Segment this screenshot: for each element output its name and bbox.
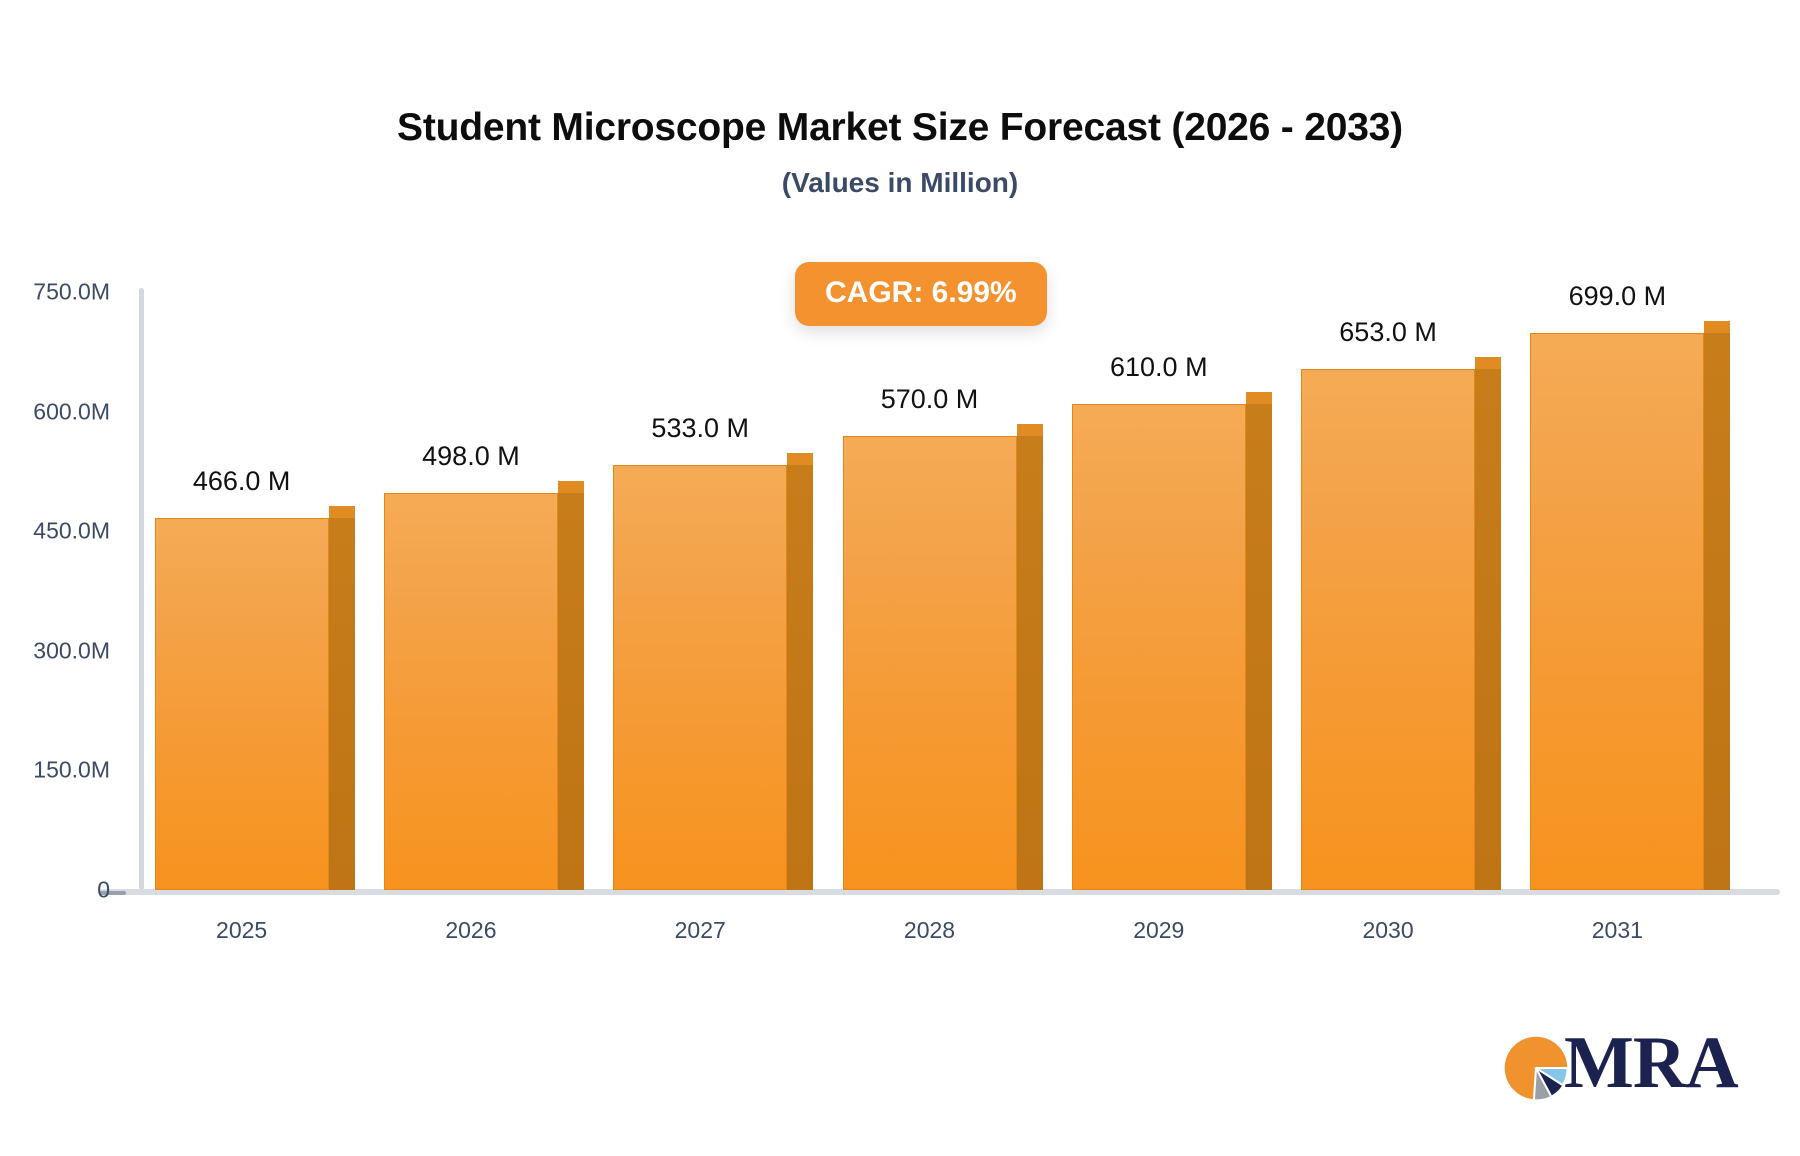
bar-side-face xyxy=(1245,403,1272,890)
bar-front-face xyxy=(1530,332,1705,890)
x-tick-label: 2026 xyxy=(445,917,497,943)
x-tick-label: 2028 xyxy=(903,917,956,943)
page-title: Student Microscope Market Size Forecast … xyxy=(397,106,1403,149)
bar xyxy=(1530,320,1731,890)
bar-value-label: 653.0 M xyxy=(1339,317,1437,348)
bar xyxy=(842,423,1043,890)
bar-top-face xyxy=(787,453,814,466)
x-tick-label: 2031 xyxy=(1591,917,1643,943)
bar-top-face xyxy=(1016,423,1043,436)
y-axis-line xyxy=(139,288,144,890)
bar-front-face xyxy=(154,518,329,890)
mra-logo: MRA xyxy=(1502,1022,1782,1113)
bar-side-face xyxy=(557,492,584,890)
bar-value-label: 610.0 M xyxy=(1110,351,1208,382)
bar-front-face xyxy=(613,465,788,890)
x-tick-label: 2025 xyxy=(216,917,268,943)
x-tick-label: 2029 xyxy=(1133,917,1185,943)
y-tick-label: 750.0M xyxy=(33,278,110,305)
chart-subtitle: (Values in Million) xyxy=(781,166,1019,198)
y-tick-label: 0 xyxy=(97,876,110,903)
x-tick-label: 2030 xyxy=(1362,917,1414,943)
y-tick-label: 450.0M xyxy=(33,517,110,544)
y-tick-label: 300.0M xyxy=(33,637,110,664)
bar xyxy=(154,506,355,890)
bar xyxy=(1301,357,1502,890)
bar-value-label: 570.0 M xyxy=(880,383,979,414)
bar-side-face xyxy=(328,518,355,890)
bar-top-face xyxy=(557,480,584,493)
bar-value-label: 498.0 M xyxy=(422,440,520,471)
bar xyxy=(1071,391,1272,890)
bar-top-face xyxy=(1475,357,1502,370)
bar-front-face xyxy=(383,492,558,890)
bar-side-face xyxy=(787,465,814,890)
x-axis-line xyxy=(100,889,1780,895)
bar xyxy=(613,453,814,890)
pie-chart-icon xyxy=(1504,1036,1568,1100)
bar-side-face xyxy=(1475,369,1502,890)
bar xyxy=(383,480,584,890)
y-axis-zero-tick xyxy=(100,891,126,895)
bar-front-face xyxy=(842,435,1017,890)
bar-value-label: 466.0 M xyxy=(192,466,291,497)
bar-value-label: 699.0 M xyxy=(1568,280,1667,311)
bar-front-face xyxy=(1301,369,1476,890)
bar-front-face xyxy=(1071,403,1246,890)
logo-text: MRA xyxy=(1564,1022,1739,1104)
title-block: Student Microscope Market Size Forecast … xyxy=(0,105,1800,199)
bar-value-label: 533.0 M xyxy=(651,413,749,444)
bar-top-face xyxy=(328,506,355,519)
cagr-badge: CAGR: 6.99% xyxy=(795,262,1047,326)
y-tick-label: 600.0M xyxy=(33,398,110,425)
bar-side-face xyxy=(1016,435,1043,890)
bar-top-face xyxy=(1245,391,1272,404)
bar-side-face xyxy=(1704,332,1731,890)
bar-top-face xyxy=(1704,320,1731,333)
plot-area xyxy=(140,292,1745,890)
y-tick-label: 150.0M xyxy=(33,756,110,783)
x-tick-label: 2027 xyxy=(674,917,726,943)
